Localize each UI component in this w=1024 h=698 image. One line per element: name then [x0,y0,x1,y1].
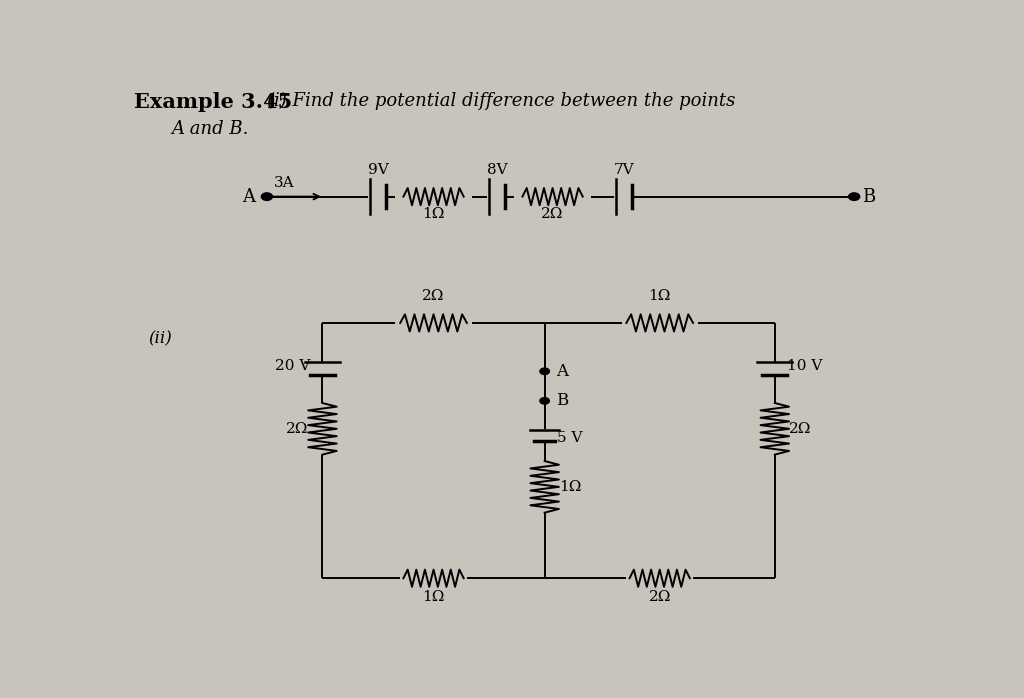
Text: (ii): (ii) [147,331,172,348]
Text: 1Ω: 1Ω [422,207,444,221]
Text: 2Ω: 2Ω [542,207,564,221]
Circle shape [540,368,550,375]
Text: 9V: 9V [368,163,388,177]
Text: 1Ω: 1Ω [559,480,582,494]
Text: 2Ω: 2Ω [790,422,811,436]
Text: 3A: 3A [274,177,295,191]
Circle shape [849,193,860,200]
Text: B: B [862,188,876,206]
Text: (i) Find the potential difference between the points: (i) Find the potential difference betwee… [267,92,735,110]
Text: 8V: 8V [486,163,507,177]
Text: A: A [556,363,567,380]
Text: 2Ω: 2Ω [648,590,671,604]
Text: Example 3.45: Example 3.45 [134,92,293,112]
Circle shape [261,193,272,200]
Text: 2Ω: 2Ω [422,290,444,304]
Text: 1Ω: 1Ω [422,590,444,604]
Text: A: A [242,188,255,206]
Text: 2Ω: 2Ω [286,422,308,436]
Text: A and B.: A and B. [172,120,249,138]
Text: 20 V: 20 V [275,359,310,373]
Text: 5 V: 5 V [557,431,583,445]
Text: B: B [556,392,568,409]
Text: 1Ω: 1Ω [648,290,671,304]
Circle shape [540,398,550,404]
Text: 7V: 7V [613,163,634,177]
Text: 10 V: 10 V [786,359,822,373]
